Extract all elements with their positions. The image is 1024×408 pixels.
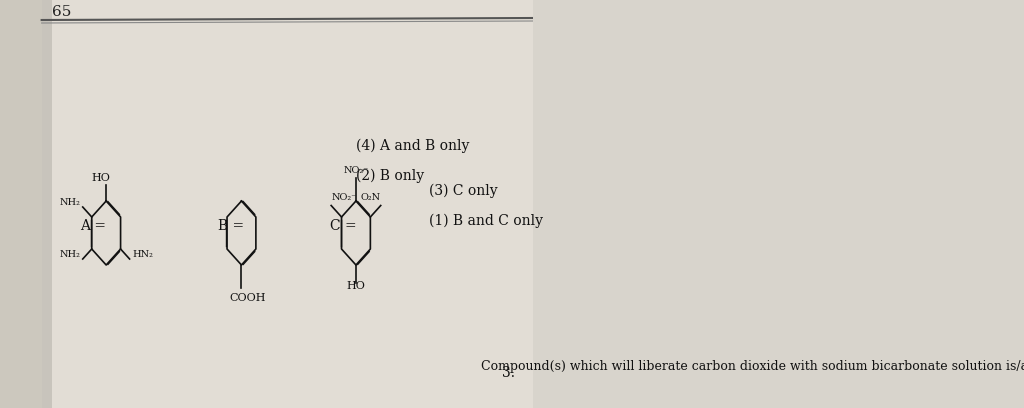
Text: A =: A = <box>80 219 106 233</box>
Text: (2) B only: (2) B only <box>356 169 424 183</box>
Text: (1) B and C only: (1) B and C only <box>429 214 543 228</box>
Text: COOH: COOH <box>229 293 266 303</box>
Text: HO: HO <box>346 281 366 291</box>
Text: (4) A and B only: (4) A and B only <box>356 139 469 153</box>
Text: NO₂⁻: NO₂⁻ <box>331 193 356 202</box>
Text: O₂N: O₂N <box>360 193 381 202</box>
Text: B =: B = <box>218 219 244 233</box>
Text: HO: HO <box>91 173 111 183</box>
Text: HN₂: HN₂ <box>132 250 153 259</box>
Text: NH₂: NH₂ <box>59 198 80 207</box>
Text: NH₂: NH₂ <box>59 250 80 259</box>
Text: 65: 65 <box>52 5 72 19</box>
Text: (3) C only: (3) C only <box>429 184 498 198</box>
Text: C =: C = <box>330 219 356 233</box>
Text: Compound(s) which will liberate carbon dioxide with sodium bicarbonate solution : Compound(s) which will liberate carbon d… <box>481 360 1024 373</box>
Text: NO₂⁻: NO₂⁻ <box>343 166 369 175</box>
Bar <box>42 0 52 408</box>
Text: 3.: 3. <box>502 366 515 380</box>
